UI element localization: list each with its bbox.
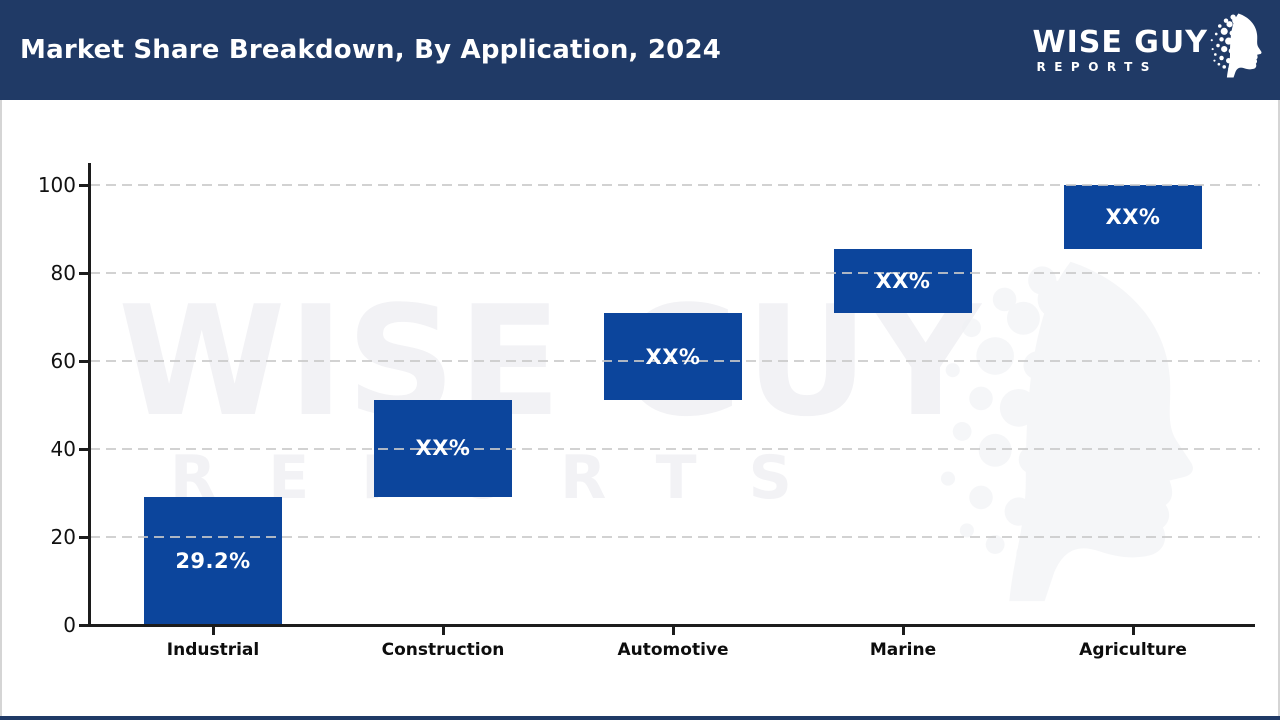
y-tick-label: 100 (37, 173, 76, 197)
y-tick (79, 624, 88, 627)
gridline-20 (90, 536, 1260, 538)
y-tick (79, 272, 88, 275)
page-title: Market Share Breakdown, By Application, … (20, 35, 722, 65)
y-tick-label: 80 (50, 261, 76, 285)
wiseguy-wordmark: WISE GUY REPORTS (1032, 24, 1208, 74)
gridline-60 (90, 360, 1260, 362)
gridline-100 (90, 184, 1260, 186)
gridline-40 (90, 448, 1260, 450)
category-label: Automotive (617, 640, 729, 660)
header-bar: Market Share Breakdown, By Application, … (0, 0, 1280, 100)
category-label: Construction (381, 640, 505, 660)
y-tick-label: 20 (50, 525, 76, 549)
chart-region: WISE GUY REPORTS 02040608010029.2%Indust… (0, 100, 1280, 716)
bar-marine (834, 249, 972, 314)
category-label: Marine (869, 640, 937, 660)
x-tick (672, 626, 675, 635)
bar-agriculture (1064, 185, 1202, 250)
wiseguy-head-icon (1210, 13, 1262, 78)
y-tick (79, 448, 88, 451)
footer-bar (0, 716, 1280, 720)
bar-automotive (604, 313, 742, 400)
x-tick (1132, 626, 1135, 635)
y-tick (79, 536, 88, 539)
category-label: Industrial (166, 640, 260, 660)
x-tick (902, 626, 905, 635)
y-tick-label: 0 (63, 613, 76, 637)
x-tick (442, 626, 445, 635)
x-tick (212, 626, 215, 635)
x-axis (88, 624, 1255, 627)
y-tick-label: 60 (50, 349, 76, 373)
y-tick-label: 40 (50, 437, 76, 461)
bar-industrial (144, 496, 282, 625)
y-tick (79, 360, 88, 363)
wiseguy-logo: WISE GUY REPORTS (1032, 10, 1266, 90)
y-tick (79, 184, 88, 187)
logo-brand-text: WISE GUY (1032, 24, 1208, 60)
gridline-80 (90, 272, 1260, 274)
logo-reports-text: REPORTS (1036, 59, 1158, 74)
plot-area: 0 20 40 60 80 100 29.2% Industrial XX% Constructi… (2, 100, 1280, 716)
y-axis (88, 163, 91, 627)
watermark-head-icon (940, 261, 1193, 602)
category-label: Agriculture (1079, 640, 1187, 660)
